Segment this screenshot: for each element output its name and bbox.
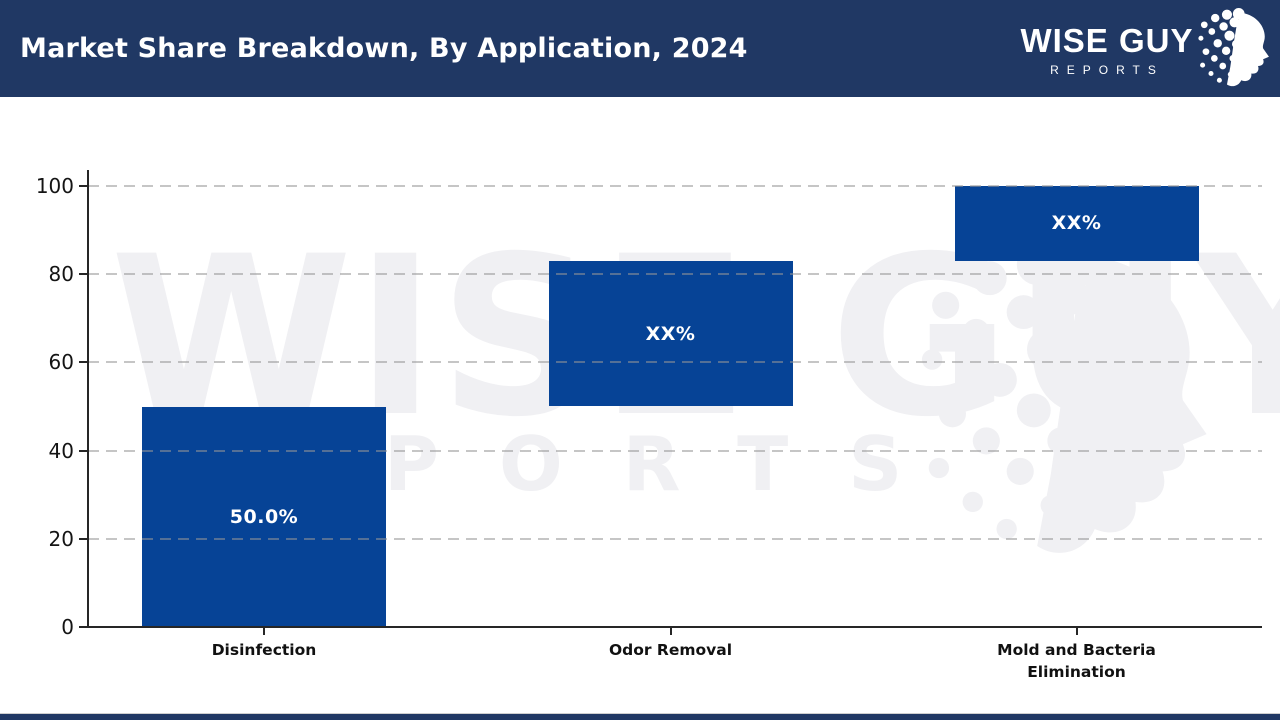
x-tick-odor-removal	[669, 628, 672, 635]
logo-text: WISE GUY REPORTS	[1018, 22, 1196, 77]
y-tick-label-60: 60	[48, 350, 74, 375]
y-tick-100	[79, 185, 88, 187]
gridline-100	[88, 185, 1262, 187]
gridline-20	[88, 537, 1262, 540]
dotted-head-icon	[1198, 8, 1269, 87]
page-title: Market Share Breakdown, By Application, …	[20, 33, 748, 64]
x-tick-mold-and-bacteria-elimination	[1075, 628, 1078, 635]
wise-guy-reports-logo: WISE GUY REPORTS	[1018, 8, 1270, 92]
y-tick-60	[79, 361, 88, 364]
y-tick-label-40: 40	[48, 438, 74, 463]
bar-odor-removal: XX%	[548, 260, 793, 407]
y-tick-40	[79, 449, 88, 452]
y-tick-label-0: 0	[61, 615, 74, 639]
y-axis-line	[87, 170, 89, 628]
watermark-dotted-head-icon	[921, 237, 1207, 553]
bar-label-mold-and-bacteria-elimination: XX%	[1051, 212, 1102, 235]
x-axis-line	[87, 626, 1262, 628]
logo-name: WISE GUY	[1020, 22, 1194, 59]
header-bar: Market Share Breakdown, By Application, …	[0, 0, 1280, 97]
bar-label-disinfection: 50.0%	[229, 505, 299, 528]
y-tick-label-100: 100	[35, 174, 74, 198]
y-tick-80	[79, 273, 88, 276]
gridline-60	[88, 361, 1262, 364]
chart-area: WISE GUY REPORTS 02040608010050.0%Disinf…	[0, 97, 1280, 713]
footer-bar	[0, 714, 1280, 720]
category-label-disinfection: Disinfection	[211, 641, 317, 659]
y-tick-label-20: 20	[48, 526, 74, 551]
y-tick-20	[79, 537, 88, 540]
x-tick-disinfection	[263, 628, 265, 635]
bar-label-odor-removal: XX%	[645, 322, 696, 345]
y-tick-label-80: 80	[48, 262, 74, 287]
logo-tagline: REPORTS	[1050, 63, 1164, 77]
gridline-40	[88, 449, 1262, 452]
footer-hairline	[0, 713, 1280, 714]
category-label-odor-removal: Odor Removal	[608, 641, 733, 659]
gridline-80	[88, 273, 1262, 276]
category-label-mold-and-bacteria-elimination: Mold and Bacteria Elimination	[997, 641, 1156, 681]
bar-mold-and-bacteria-elimination: XX%	[954, 186, 1199, 261]
bar-disinfection: 50.0%	[142, 406, 386, 627]
y-tick-0	[79, 626, 88, 628]
